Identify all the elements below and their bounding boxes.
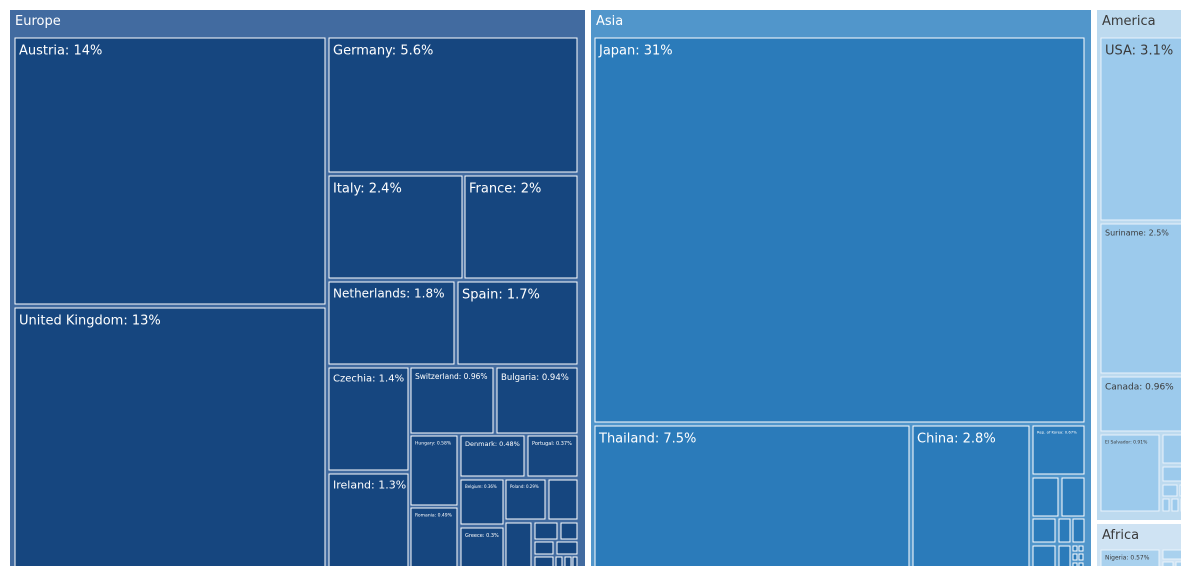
tile-united-kingdom-label: United Kingdom: 13% xyxy=(19,313,161,328)
tile-europe-small-10[interactable] xyxy=(572,556,578,566)
tile-ireland[interactable] xyxy=(328,473,409,566)
tile-asia-small-7[interactable] xyxy=(1058,545,1071,566)
tile-japan-label: Japan: 31% xyxy=(598,43,673,58)
tile-asia-small-9[interactable] xyxy=(1078,545,1084,552)
group-africa-label: Africa xyxy=(1102,528,1139,543)
tile-el-salvador[interactable] xyxy=(1100,434,1160,512)
tile-romania[interactable] xyxy=(410,507,458,566)
tile-romania-label: Romania: 0.49% xyxy=(415,512,453,518)
tile-france[interactable] xyxy=(464,175,578,279)
tile-switzerland[interactable] xyxy=(410,367,494,434)
tile-canada-label: Canada: 0.96% xyxy=(1105,383,1174,393)
group-europe-label: Europe xyxy=(15,14,61,29)
tile-asia-small-1[interactable] xyxy=(1032,477,1059,517)
tile-austria[interactable] xyxy=(14,37,326,305)
tile-poland-label: Poland: 0.29% xyxy=(510,484,539,489)
tile-asia-small-11[interactable] xyxy=(1078,553,1084,561)
tile-china[interactable] xyxy=(912,425,1030,566)
tile-africa-small-3[interactable] xyxy=(1175,561,1181,566)
tile-asia-small-10[interactable] xyxy=(1072,553,1078,561)
group-asia-label: Asia xyxy=(596,14,623,29)
tile-america-small-3[interactable] xyxy=(1162,484,1178,497)
tile-portugal[interactable] xyxy=(527,435,578,477)
tile-belgium[interactable] xyxy=(460,479,504,525)
tile-asia-small-2[interactable] xyxy=(1061,477,1085,517)
tile-rep-of-korea-label: Rep. of Korea: 0.67% xyxy=(1037,430,1077,435)
tile-europe-small-3[interactable] xyxy=(534,522,558,540)
tile-europe-small-5[interactable] xyxy=(534,541,554,555)
tile-usa-label: USA: 3.1% xyxy=(1105,43,1173,58)
tile-suriname-label: Suriname: 2.5% xyxy=(1105,229,1169,238)
tile-america-small-6[interactable] xyxy=(1171,498,1179,512)
tile-hungary[interactable] xyxy=(410,435,458,506)
tile-italy[interactable] xyxy=(328,175,463,279)
tile-nigeria-label: Nigeria: 0.57% xyxy=(1105,555,1150,562)
tile-ireland-label: Ireland: 1.3% xyxy=(333,478,406,491)
tile-italy-label: Italy: 2.4% xyxy=(333,181,402,196)
tile-asia-small-3[interactable] xyxy=(1032,518,1056,543)
tile-belgium-label: Belgium: 0.36% xyxy=(465,484,497,489)
tile-poland[interactable] xyxy=(505,479,546,520)
tile-america-small-2[interactable] xyxy=(1162,466,1181,482)
tile-hungary-label: Hungary: 0.58% xyxy=(415,440,452,446)
tile-thailand[interactable] xyxy=(594,425,910,566)
tile-greece-label: Greece: 0.3% xyxy=(465,533,499,539)
tile-denmark-label: Denmark: 0.48% xyxy=(465,440,520,448)
tile-bulgaria[interactable] xyxy=(496,367,578,434)
tile-germany[interactable] xyxy=(328,37,578,173)
tile-spain-label: Spain: 1.7% xyxy=(462,287,540,302)
tile-america-small-5[interactable] xyxy=(1162,498,1170,512)
tile-spain[interactable] xyxy=(457,281,578,365)
tile-netherlands[interactable] xyxy=(328,281,455,365)
tile-africa-small-1[interactable] xyxy=(1162,549,1181,560)
tile-thailand-label: Thailand: 7.5% xyxy=(598,431,696,446)
tile-europe-small-9[interactable] xyxy=(564,556,572,566)
tile-asia-small-12[interactable] xyxy=(1072,562,1078,566)
tile-europe-small-4[interactable] xyxy=(560,522,578,540)
tile-europe-small-7[interactable] xyxy=(534,556,554,566)
tile-united-kingdom[interactable] xyxy=(14,307,326,566)
tile-suriname[interactable] xyxy=(1100,223,1181,374)
tile-asia-small-6[interactable] xyxy=(1032,545,1056,566)
tile-czechia[interactable] xyxy=(328,367,409,471)
tile-germany-label: Germany: 5.6% xyxy=(333,43,433,58)
tile-asia-small-5[interactable] xyxy=(1072,518,1085,543)
tile-europe-small-1[interactable] xyxy=(548,479,578,520)
tile-europe-small-2[interactable] xyxy=(505,522,532,566)
tile-netherlands-label: Netherlands: 1.8% xyxy=(333,286,445,300)
tile-europe-small-8[interactable] xyxy=(555,556,563,566)
tile-rep-of-korea[interactable] xyxy=(1032,425,1085,475)
tile-czechia-label: Czechia: 1.4% xyxy=(333,374,404,385)
tile-asia-small-8[interactable] xyxy=(1072,545,1078,552)
tile-africa-small-2[interactable] xyxy=(1162,561,1174,566)
tile-america-small-1[interactable] xyxy=(1162,434,1181,464)
tile-switzerland-label: Switzerland: 0.96% xyxy=(415,372,487,381)
tile-austria-label: Austria: 14% xyxy=(19,43,102,58)
tile-europe-small-6[interactable] xyxy=(556,541,578,555)
tile-portugal-label: Portugal: 0.37% xyxy=(532,441,572,447)
tile-el-salvador-label: El Salvador: 0.91% xyxy=(1105,439,1148,445)
tile-france-label: France: 2% xyxy=(469,181,541,196)
group-america-label: America xyxy=(1102,14,1156,29)
tile-china-label: China: 2.8% xyxy=(917,431,996,446)
tile-nigeria[interactable] xyxy=(1100,549,1160,566)
tile-denmark[interactable] xyxy=(460,435,525,477)
tile-bulgaria-label: Bulgaria: 0.94% xyxy=(501,373,569,383)
tile-asia-small-4[interactable] xyxy=(1058,518,1071,543)
tile-japan[interactable] xyxy=(594,37,1085,423)
left-margin xyxy=(0,0,10,566)
tile-canada[interactable] xyxy=(1100,376,1181,432)
tile-usa[interactable] xyxy=(1100,37,1181,221)
tile-greece[interactable] xyxy=(460,527,504,566)
tile-asia-small-13[interactable] xyxy=(1078,562,1084,566)
